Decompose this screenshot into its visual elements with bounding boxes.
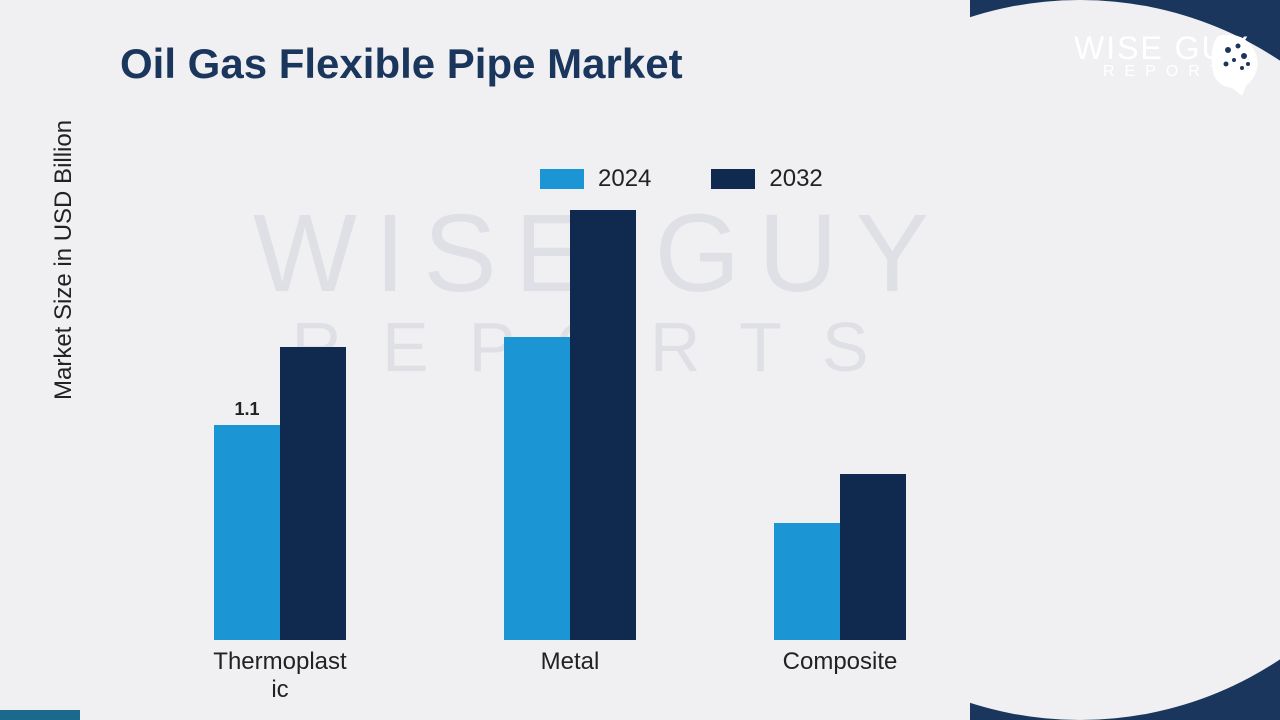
chart-plot-area: 1.1 [130,210,980,640]
y-axis-label: Market Size in USD Billion [50,120,78,400]
chart-title: Oil Gas Flexible Pipe Market [120,40,683,88]
bottom-strip [0,710,80,720]
logo-head-icon [1198,28,1268,98]
bar-group [750,474,930,640]
bar-value-label: 1.1 [214,399,280,420]
bar [280,347,346,640]
x-axis-category-label: Metal [480,648,660,676]
legend-swatch-2024 [540,169,584,189]
bar: 1.1 [214,425,280,640]
bar-group: 1.1 [190,347,370,640]
x-axis-category-label: Thermoplastic [190,648,370,704]
bar-group [480,210,660,640]
legend-label-2024: 2024 [598,165,651,193]
legend-swatch-2032 [711,169,755,189]
bar [504,337,570,640]
chart-legend: 2024 2032 [540,165,823,193]
legend-item-2032: 2032 [711,165,822,193]
bar [840,474,906,640]
bar [774,523,840,640]
legend-label-2032: 2032 [769,165,822,193]
bar [570,210,636,640]
x-axis-category-label: Composite [750,648,930,676]
legend-item-2024: 2024 [540,165,651,193]
